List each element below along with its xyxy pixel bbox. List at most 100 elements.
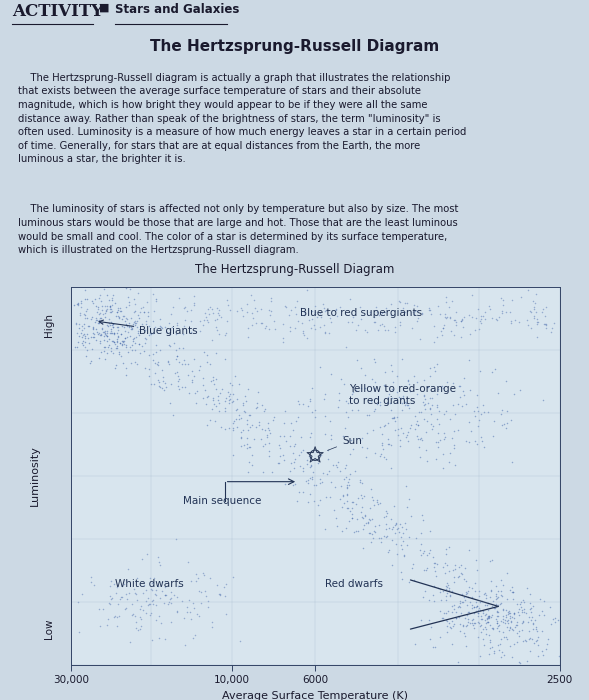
- Point: [451, 564, 460, 575]
- Point: [517, 607, 527, 618]
- Point: [342, 488, 352, 499]
- Point: [348, 443, 358, 454]
- Point: [476, 619, 485, 630]
- Point: [299, 330, 309, 341]
- Point: [257, 318, 266, 329]
- Point: [297, 318, 306, 329]
- Point: [101, 304, 110, 316]
- Point: [112, 621, 122, 632]
- Point: [290, 322, 300, 333]
- Point: [483, 406, 492, 417]
- Point: [442, 620, 452, 631]
- Point: [421, 399, 430, 410]
- Point: [166, 309, 176, 320]
- Point: [366, 536, 376, 547]
- Point: [363, 517, 373, 528]
- Point: [104, 320, 113, 331]
- Point: [442, 627, 452, 638]
- Point: [346, 449, 355, 460]
- Point: [445, 589, 455, 601]
- Point: [441, 431, 450, 442]
- Point: [166, 397, 175, 408]
- Point: [163, 356, 173, 368]
- Point: [400, 396, 409, 407]
- Point: [448, 606, 457, 617]
- Point: [299, 486, 308, 497]
- Point: [130, 588, 140, 599]
- Point: [195, 315, 204, 326]
- Point: [144, 320, 154, 331]
- Point: [144, 370, 154, 382]
- Point: [120, 310, 129, 321]
- Point: [389, 521, 398, 532]
- Point: [257, 317, 266, 328]
- Point: [480, 314, 489, 325]
- Point: [118, 311, 127, 322]
- Point: [476, 365, 485, 376]
- Point: [405, 531, 414, 542]
- Point: [338, 491, 348, 502]
- Point: [238, 400, 247, 411]
- Point: [112, 581, 122, 592]
- Point: [232, 393, 241, 404]
- Point: [455, 392, 465, 403]
- Point: [112, 335, 121, 346]
- Point: [190, 629, 200, 640]
- Point: [203, 314, 212, 326]
- Point: [348, 312, 358, 323]
- Point: [177, 595, 186, 606]
- Point: [451, 306, 460, 317]
- Point: [303, 474, 313, 485]
- Point: [380, 324, 389, 335]
- Point: [179, 321, 188, 332]
- Point: [491, 613, 501, 624]
- Point: [122, 594, 131, 605]
- Point: [117, 328, 126, 339]
- Point: [442, 578, 452, 589]
- Point: [106, 304, 115, 315]
- Point: [214, 329, 224, 340]
- Point: [495, 598, 504, 610]
- Point: [242, 307, 252, 318]
- Point: [411, 532, 421, 543]
- Point: [171, 534, 180, 545]
- Point: [109, 328, 118, 339]
- Point: [434, 384, 443, 395]
- Point: [541, 320, 550, 331]
- Point: [498, 579, 508, 590]
- Point: [92, 314, 101, 326]
- Point: [360, 324, 369, 335]
- Point: [82, 345, 91, 356]
- Point: [248, 313, 257, 324]
- Point: [416, 545, 425, 556]
- Point: [516, 657, 525, 668]
- Point: [341, 523, 350, 534]
- Point: [310, 308, 319, 319]
- Point: [143, 592, 152, 603]
- Point: [88, 332, 97, 343]
- Point: [521, 608, 531, 619]
- Point: [382, 508, 391, 519]
- Point: [507, 615, 516, 626]
- Point: [416, 407, 425, 418]
- Point: [477, 614, 486, 625]
- Point: [444, 584, 454, 596]
- Point: [132, 322, 141, 333]
- Point: [237, 440, 246, 452]
- Point: [539, 609, 548, 620]
- Point: [303, 497, 313, 508]
- Point: [204, 391, 213, 402]
- Point: [379, 420, 389, 431]
- Point: [82, 351, 91, 362]
- Point: [486, 585, 495, 596]
- Point: [273, 457, 283, 468]
- Point: [318, 298, 327, 309]
- Point: [220, 330, 230, 341]
- Point: [528, 295, 538, 307]
- Point: [454, 610, 463, 621]
- Point: [505, 584, 514, 596]
- Point: [278, 450, 287, 461]
- Point: [239, 405, 249, 416]
- Point: [203, 356, 212, 368]
- Point: [403, 426, 413, 438]
